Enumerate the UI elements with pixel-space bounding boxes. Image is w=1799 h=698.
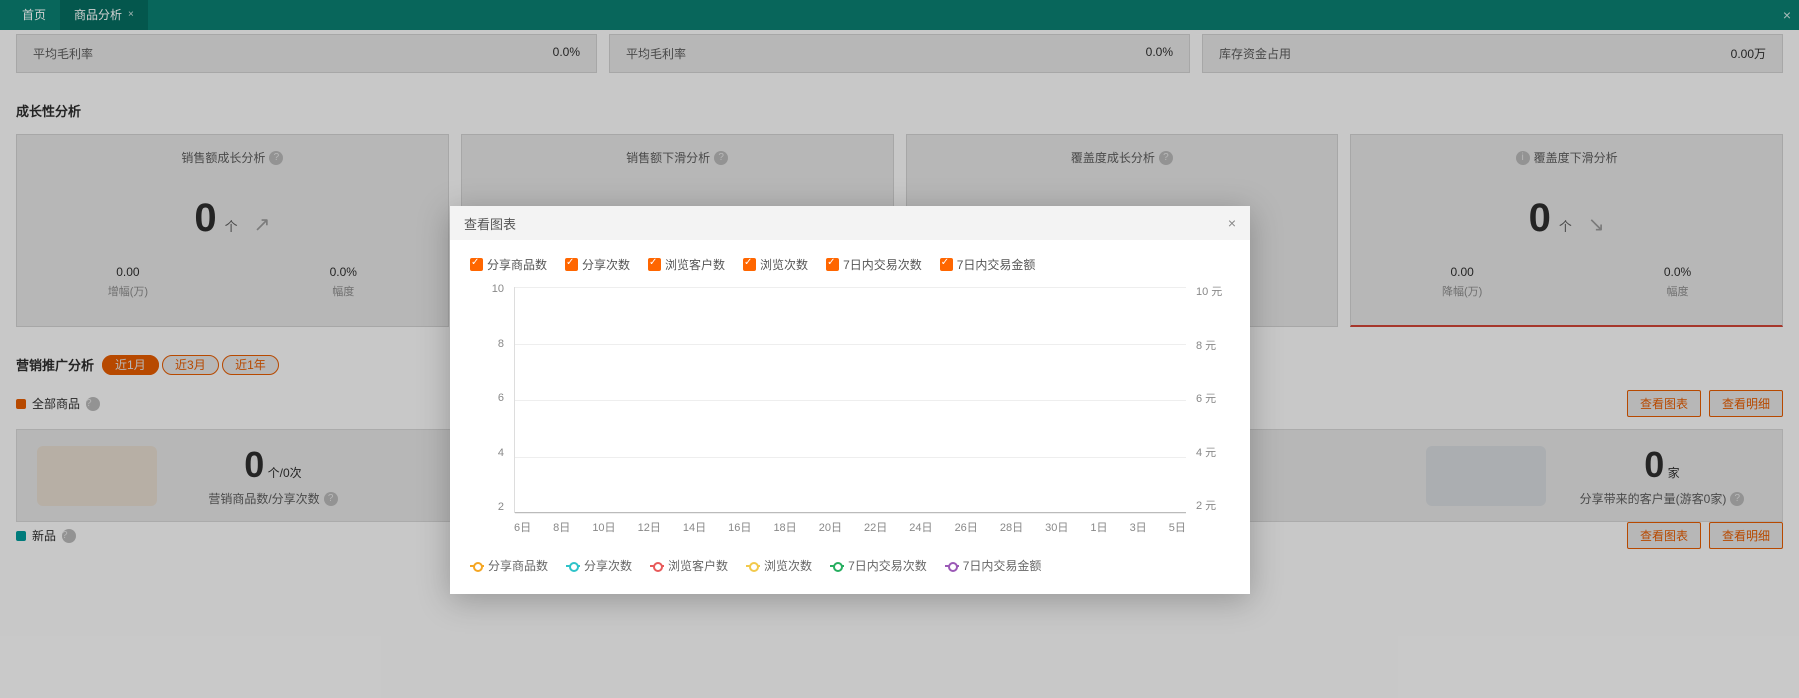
checkbox-icon <box>743 258 756 271</box>
series-checkbox[interactable]: 7日内交易金额 <box>940 256 1036 273</box>
legend-label: 7日内交易次数 <box>848 557 927 574</box>
y-tick: 8 元 <box>1196 337 1230 353</box>
y-tick: 4 元 <box>1196 444 1230 460</box>
gridline <box>515 457 1186 458</box>
x-tick: 18日 <box>773 519 796 535</box>
x-tick: 5日 <box>1169 519 1186 535</box>
legend-marker-icon <box>830 559 844 573</box>
legend-item[interactable]: 分享次数 <box>566 557 632 574</box>
x-tick: 16日 <box>728 519 751 535</box>
x-tick: 26日 <box>955 519 978 535</box>
line-chart: 10 8 6 4 2 10 元 8 元 6 元 4 元 2 元 6日 8日 10日 12日 14日 16日… <box>470 283 1230 543</box>
gridline <box>515 513 1186 514</box>
x-tick: 14日 <box>683 519 706 535</box>
x-tick: 3日 <box>1130 519 1147 535</box>
checkbox-icon <box>940 258 953 271</box>
series-checkbox[interactable]: 浏览客户数 <box>648 256 725 273</box>
checkbox-icon <box>565 258 578 271</box>
legend-marker-icon <box>945 559 959 573</box>
x-tick: 12日 <box>638 519 661 535</box>
y-tick: 6 元 <box>1196 390 1230 406</box>
gridline <box>515 287 1186 288</box>
series-checkbox[interactable]: 分享商品数 <box>470 256 547 273</box>
x-tick: 10日 <box>592 519 615 535</box>
legend-label: 7日内交易金额 <box>963 557 1042 574</box>
gridline <box>515 344 1186 345</box>
modal-title: 查看图表 <box>464 214 516 233</box>
y-tick: 2 元 <box>1196 497 1230 513</box>
x-tick: 1日 <box>1090 519 1107 535</box>
gridline <box>515 400 1186 401</box>
y-tick: 6 <box>470 392 504 404</box>
x-tick: 24日 <box>909 519 932 535</box>
series-checkbox[interactable]: 分享次数 <box>565 256 630 273</box>
y-tick: 2 <box>470 501 504 513</box>
legend-label: 浏览次数 <box>764 557 812 574</box>
series-checkbox[interactable]: 7日内交易次数 <box>826 256 922 273</box>
legend-item[interactable]: 浏览客户数 <box>650 557 728 574</box>
legend-item[interactable]: 7日内交易次数 <box>830 557 927 574</box>
y-tick: 10 <box>470 283 504 295</box>
legend-item[interactable]: 分享商品数 <box>470 557 548 574</box>
x-tick: 22日 <box>864 519 887 535</box>
chart-baseline <box>515 512 1186 513</box>
checkbox-icon <box>826 258 839 271</box>
legend-marker-icon <box>650 559 664 573</box>
modal-close-icon[interactable]: × <box>1228 215 1236 231</box>
y-tick: 8 <box>470 338 504 350</box>
legend-marker-icon <box>566 559 580 573</box>
y-tick: 4 <box>470 447 504 459</box>
legend-label: 分享次数 <box>584 557 632 574</box>
checkbox-icon <box>470 258 483 271</box>
x-tick: 20日 <box>819 519 842 535</box>
legend-label: 浏览客户数 <box>668 557 728 574</box>
checkbox-icon <box>648 258 661 271</box>
legend-marker-icon <box>470 559 484 573</box>
series-checkbox[interactable]: 浏览次数 <box>743 256 808 273</box>
x-tick: 8日 <box>553 519 570 535</box>
x-tick: 30日 <box>1045 519 1068 535</box>
chart-modal: 查看图表 × 分享商品数 分享次数 浏览客户数 浏览次数 7日内交易次数 7日内… <box>450 206 1250 594</box>
x-tick: 6日 <box>514 519 531 535</box>
y-tick: 10 元 <box>1196 283 1230 299</box>
legend-item[interactable]: 浏览次数 <box>746 557 812 574</box>
x-tick: 28日 <box>1000 519 1023 535</box>
legend-item[interactable]: 7日内交易金额 <box>945 557 1042 574</box>
legend-marker-icon <box>746 559 760 573</box>
legend-label: 分享商品数 <box>488 557 548 574</box>
